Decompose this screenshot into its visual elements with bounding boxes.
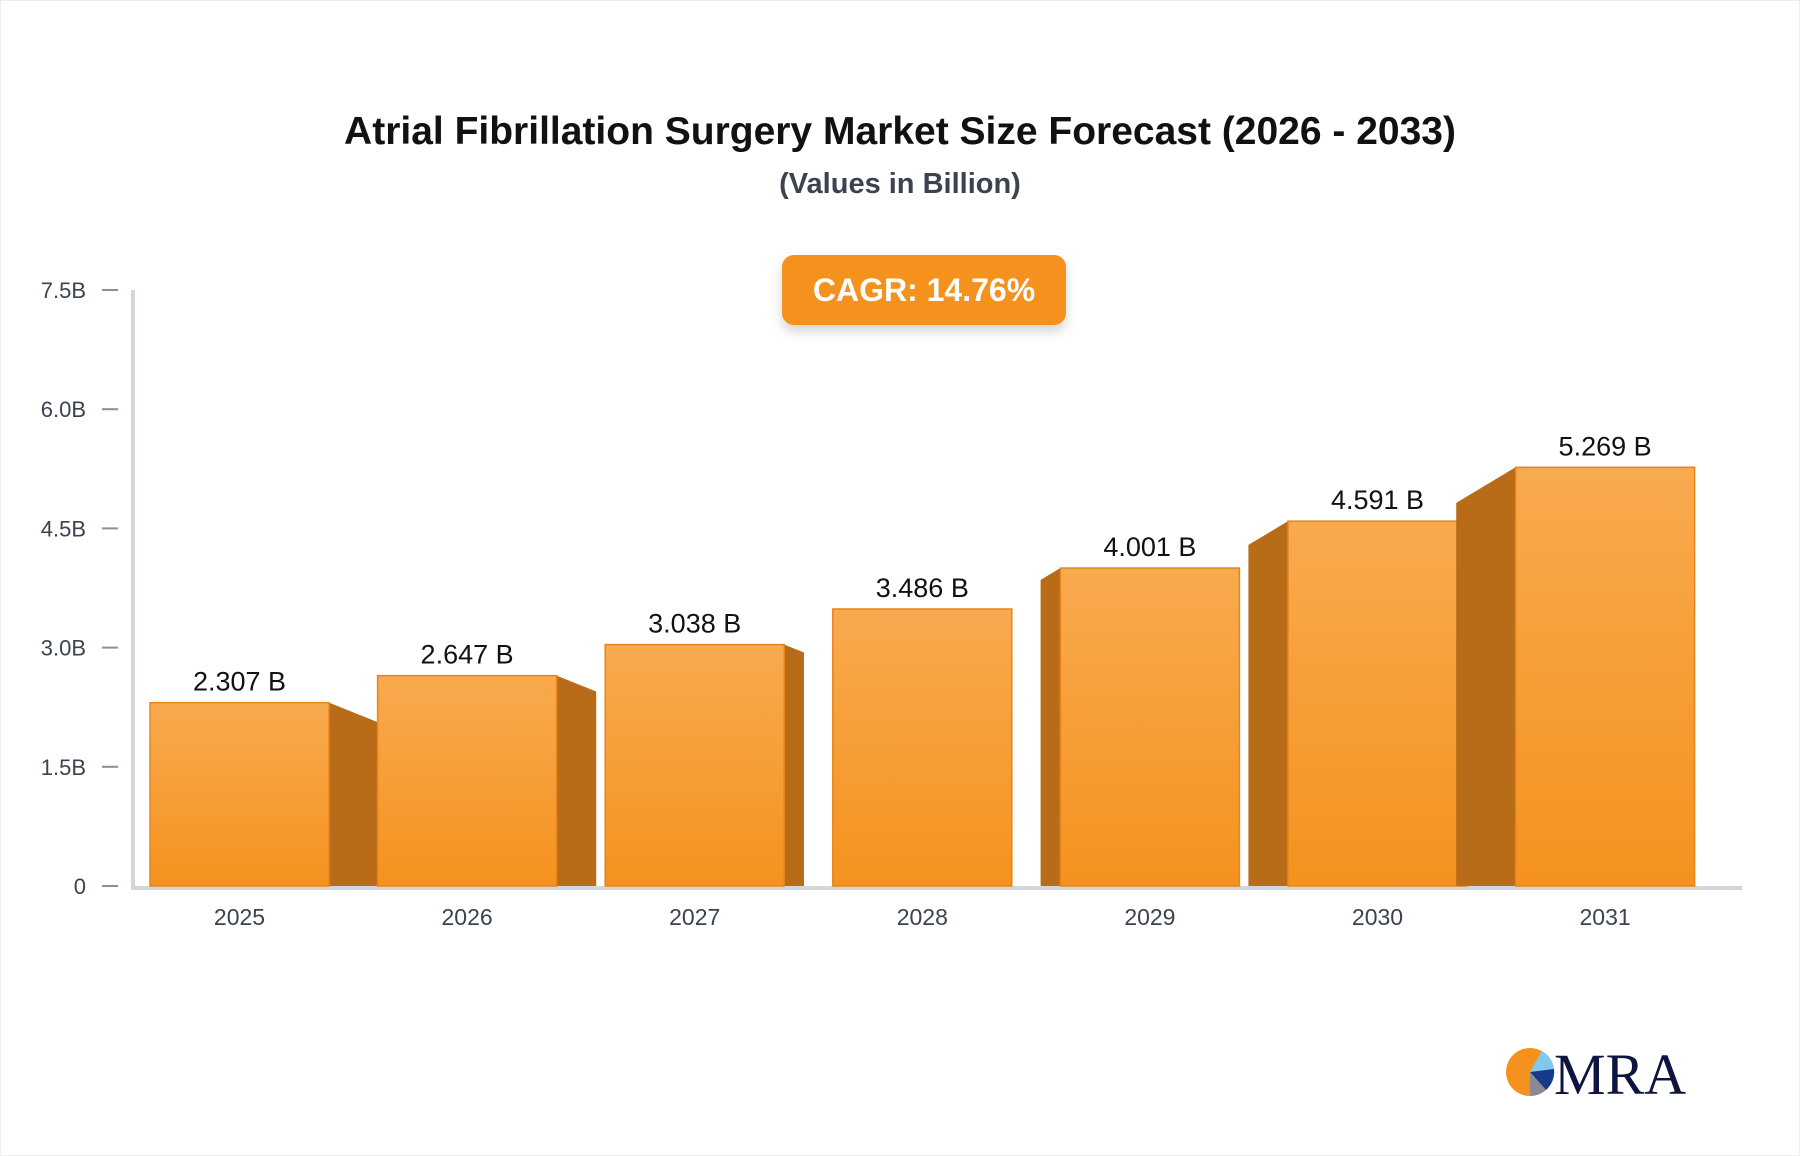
x-tick-label: 2025 <box>214 904 265 930</box>
bar-2025 <box>149 701 330 887</box>
x-tick-label: 2031 <box>1580 904 1631 930</box>
bar-side <box>329 702 389 886</box>
bar-side <box>556 675 597 886</box>
bar-2028 <box>832 608 1013 887</box>
y-tick-label: 0 <box>74 874 86 899</box>
svg-text:MRA: MRA <box>1554 1042 1686 1102</box>
chart-title: Atrial Fibrillation Surgery Market Size … <box>344 110 1456 153</box>
x-tick-label: 2030 <box>1352 904 1403 930</box>
bar-side <box>1248 521 1288 886</box>
bar-2026 <box>376 674 558 887</box>
data-label: 2.647 B <box>421 640 514 670</box>
bar-2027 <box>604 643 785 887</box>
data-label: 5.269 B <box>1559 431 1652 461</box>
data-label: 4.591 B <box>1331 485 1424 515</box>
bar-side <box>784 644 804 886</box>
y-tick-label: 7.5B <box>41 278 86 303</box>
bar-2029 <box>1059 567 1241 887</box>
bar-side <box>1456 467 1516 886</box>
data-label: 2.307 B <box>193 667 286 697</box>
x-tick-label: 2028 <box>897 904 948 930</box>
chart-subtitle: (Values in Billion) <box>779 168 1021 200</box>
data-label: 3.486 B <box>876 573 969 603</box>
y-tick-label: 1.5B <box>41 755 86 780</box>
y-tick-label: 6.0B <box>41 397 86 422</box>
cagr-badge: CAGR: 14.76% <box>782 255 1066 325</box>
y-tick-label: 3.0B <box>41 636 86 661</box>
bar-2031 <box>1514 466 1696 887</box>
x-tick-label: 2027 <box>669 904 720 930</box>
bar-2030 <box>1287 520 1468 887</box>
mra-logo: MRA <box>1506 1042 1686 1102</box>
y-tick-label: 4.5B <box>41 516 86 541</box>
data-label: 3.038 B <box>648 609 741 639</box>
x-tick-label: 2026 <box>442 904 493 930</box>
data-label: 4.001 B <box>1103 532 1196 562</box>
x-tick-label: 2029 <box>1124 904 1175 930</box>
bar-side <box>1040 568 1061 886</box>
